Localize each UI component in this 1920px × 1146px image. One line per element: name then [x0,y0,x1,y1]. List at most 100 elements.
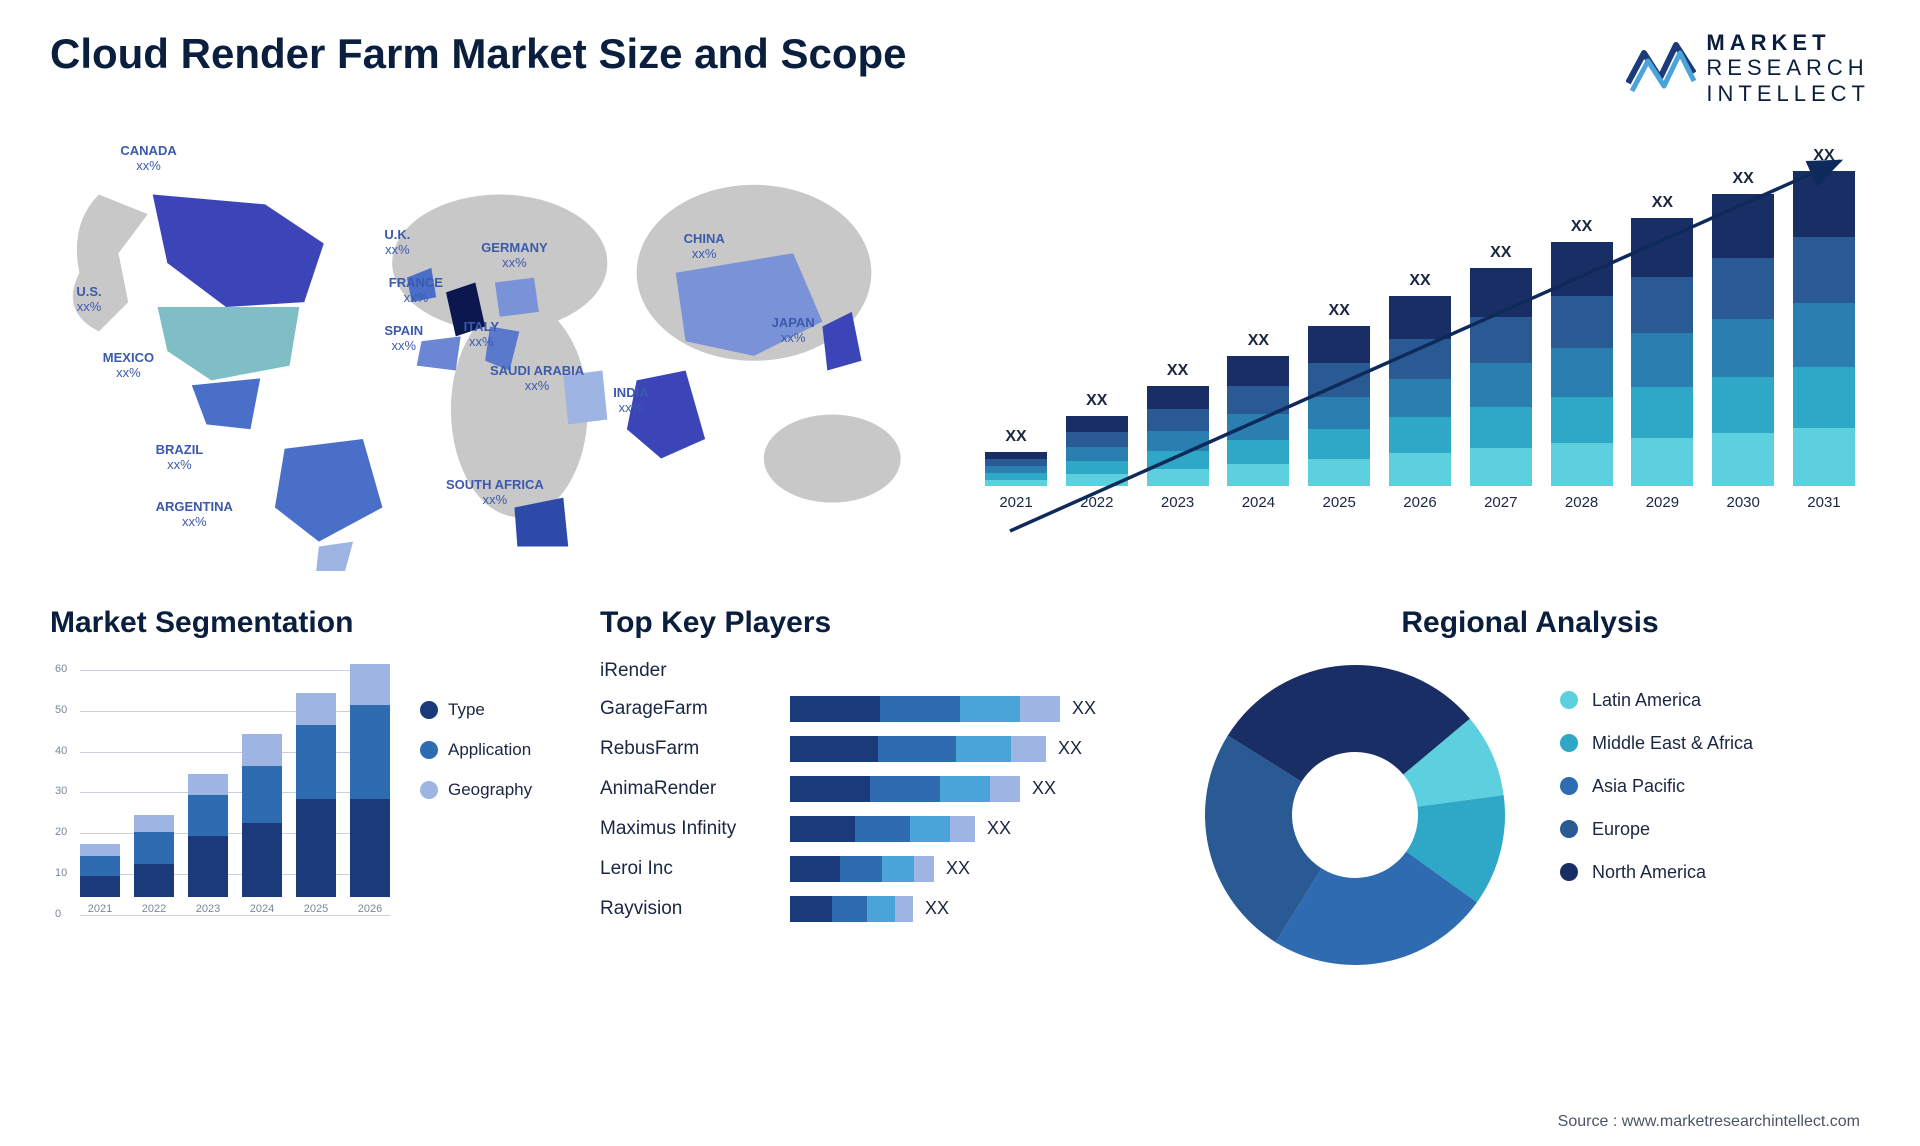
seg-ytick: 40 [55,745,67,757]
main-bar-year: 2031 [1807,494,1840,511]
seg-bar-segment [80,876,120,896]
main-bar-2031: XX2031 [1793,147,1855,511]
main-bar-year: 2024 [1242,494,1275,511]
seg-bar-segment [80,844,120,856]
player-bar-segment [940,776,990,802]
page-title: Cloud Render Farm Market Size and Scope [50,30,907,78]
swatch-icon [1560,863,1578,881]
brand-icon [1626,33,1696,103]
main-bar-value: XX [1167,362,1188,380]
main-bar-2023: XX2023 [1147,362,1209,511]
bar-segment [1147,469,1209,486]
map-label-japan: JAPANxx% [772,316,815,346]
map-label-spain: SPAINxx% [384,324,423,354]
bar-segment [1793,237,1855,303]
seg-bar-segment [134,832,174,865]
player-bar-wrap: XX [790,776,1160,802]
player-bar-segment [790,696,880,722]
player-bar-segment [870,776,940,802]
bar-segment [1227,386,1289,414]
player-bar-wrap: XX [790,856,1160,882]
seg-bar-segment [134,815,174,831]
bar-segment [1793,367,1855,428]
key-players-list: iRenderGarageFarmXXRebusFarmXXAnimaRende… [600,660,1160,922]
main-bar-year: 2021 [999,494,1032,511]
player-bar [790,696,1060,722]
player-bar [790,856,934,882]
player-row: GarageFarmXX [600,696,1160,722]
bar-segment [1631,387,1693,438]
region-legend-label: Latin America [1592,690,1701,711]
bar-segment [1631,333,1693,387]
main-bar-year: 2026 [1403,494,1436,511]
bar-segment [1227,440,1289,464]
player-value: XX [1032,778,1056,799]
map-label-canada: CANADAxx% [120,144,176,174]
bar-segment [1631,277,1693,333]
seg-gridline [80,915,390,916]
main-bar-value: XX [1329,302,1350,320]
player-row: AnimaRender XX [600,776,1160,802]
main-bar-value: XX [1733,170,1754,188]
region-legend-item: Asia Pacific [1560,776,1753,797]
bar-segment [1470,268,1532,317]
bar-segment [985,452,1047,459]
bar-segment [1308,363,1370,397]
seg-ytick: 0 [55,908,61,920]
swatch-icon [1560,820,1578,838]
seg-legend-label: Geography [448,780,532,800]
bar-segment [1470,363,1532,407]
player-bar-segment [840,856,882,882]
seg-legend-item: Geography [420,780,532,800]
key-players-panel: Top Key Players iRenderGarageFarmXXRebus… [600,606,1160,980]
seg-bar-segment [80,856,120,876]
bar-segment [1551,348,1613,397]
seg-bar-segment [134,864,174,897]
seg-bar-year: 2021 [88,903,112,915]
bar-segment [1389,417,1451,453]
player-bar-segment [855,816,910,842]
bar-segment [1227,356,1289,386]
seg-bar-segment [296,693,336,726]
map-label-mexico: MEXICOxx% [103,351,154,381]
player-name: AnimaRender [600,778,775,800]
main-bar-year: 2029 [1646,494,1679,511]
seg-bar-2023: 2023 [188,774,228,914]
player-name: Maximus Infinity [600,818,775,840]
player-bar [790,776,1020,802]
bar-segment [1389,296,1451,339]
seg-bar-segment [296,725,336,799]
player-bar-segment [960,696,1020,722]
bar-segment [1631,438,1693,486]
player-row: RayvisionXX [600,896,1160,922]
bar-segment [1308,397,1370,429]
main-bar-2029: XX2029 [1631,194,1693,511]
bar-segment [1470,317,1532,363]
bar-segment [1551,443,1613,486]
region-legend-item: North America [1560,862,1753,883]
main-bar-2024: XX 2024 [1227,332,1289,511]
segmentation-chart: 0102030405060202120222023202420252026 [50,660,390,940]
main-bar-value: XX [1248,332,1269,350]
segmentation-title: Market Segmentation [50,606,570,640]
player-bar-segment [914,856,934,882]
region-legend-label: Middle East & Africa [1592,733,1753,754]
map-label-china: CHINAxx% [684,232,725,262]
main-growth-chart: XX2021XX2022XX2023XX2024XX2025XX2026XX20… [970,131,1870,571]
main-bar-2021: XX2021 [985,428,1047,511]
player-bar-wrap: XX [790,816,1160,842]
swatch-icon [1560,691,1578,709]
brand-line3: INTELLECT [1706,81,1870,106]
player-bar-segment [790,816,855,842]
bar-segment [1227,464,1289,486]
world-map: CANADAxx%U.S.xx%MEXICOxx%BRAZILxx%ARGENT… [50,131,930,571]
seg-bar-2024: 2024 [242,734,282,915]
main-bar-value: XX [1086,392,1107,410]
main-bar-value: XX [1490,244,1511,262]
map-label-brazil: BRAZILxx% [156,443,204,473]
map-label-south-africa: SOUTH AFRICAxx% [446,478,544,508]
player-bar-segment [990,776,1020,802]
seg-bar-segment [350,705,390,799]
main-bar-2022: XX2022 [1066,392,1128,511]
bar-segment [1308,429,1370,459]
